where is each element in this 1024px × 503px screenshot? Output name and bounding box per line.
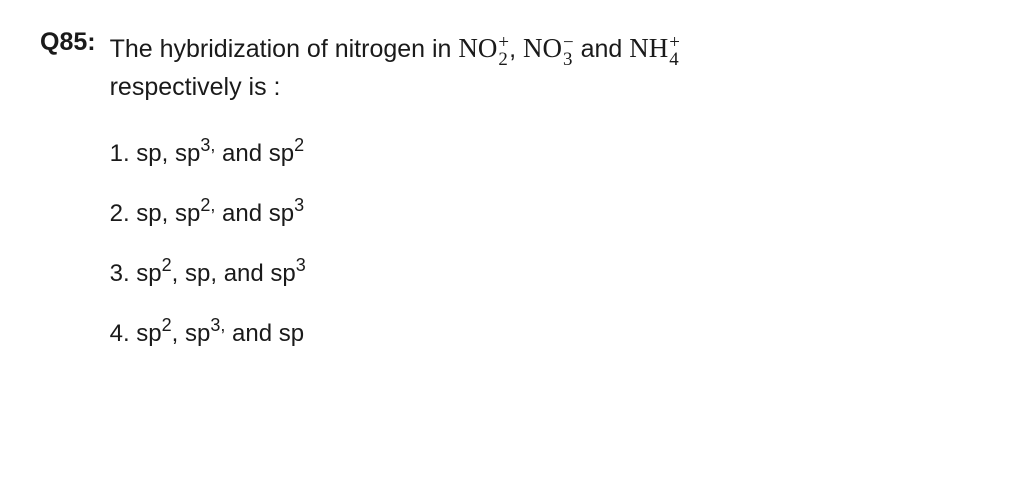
species-nh4plus: NH+4 (629, 33, 680, 63)
option-number: 1. (110, 140, 137, 167)
question-container: Q85: The hybridization of nitrogen in NO… (40, 28, 984, 376)
option-4[interactable]: 4. sp2, sp3, and sp (110, 316, 984, 348)
option-text: sp, sp2, and sp3 (136, 200, 304, 227)
question-line2: respectively is : (110, 73, 984, 102)
option-number: 3. (110, 260, 137, 287)
question-prefix: The hybridization of nitrogen in (110, 35, 459, 63)
options-list: 1. sp, sp3, and sp2 2. sp, sp2, and sp3 … (110, 136, 984, 348)
species-no3minus: NO−3 (523, 33, 574, 63)
question-text: The hybridization of nitrogen in NO+2, N… (110, 28, 984, 69)
question-number: Q85: (40, 28, 96, 376)
option-text: sp, sp3, and sp2 (136, 140, 304, 167)
option-1[interactable]: 1. sp, sp3, and sp2 (110, 136, 984, 168)
and-text: and (574, 35, 630, 63)
option-text: sp2, sp, and sp3 (136, 260, 306, 287)
option-number: 2. (110, 200, 137, 227)
species-no2plus: NO+2 (458, 33, 509, 63)
comma-1: , (509, 35, 523, 63)
question-body: The hybridization of nitrogen in NO+2, N… (110, 28, 984, 376)
option-3[interactable]: 3. sp2, sp, and sp3 (110, 256, 984, 288)
option-number: 4. (110, 320, 137, 347)
option-2[interactable]: 2. sp, sp2, and sp3 (110, 196, 984, 228)
option-text: sp2, sp3, and sp (136, 320, 304, 347)
